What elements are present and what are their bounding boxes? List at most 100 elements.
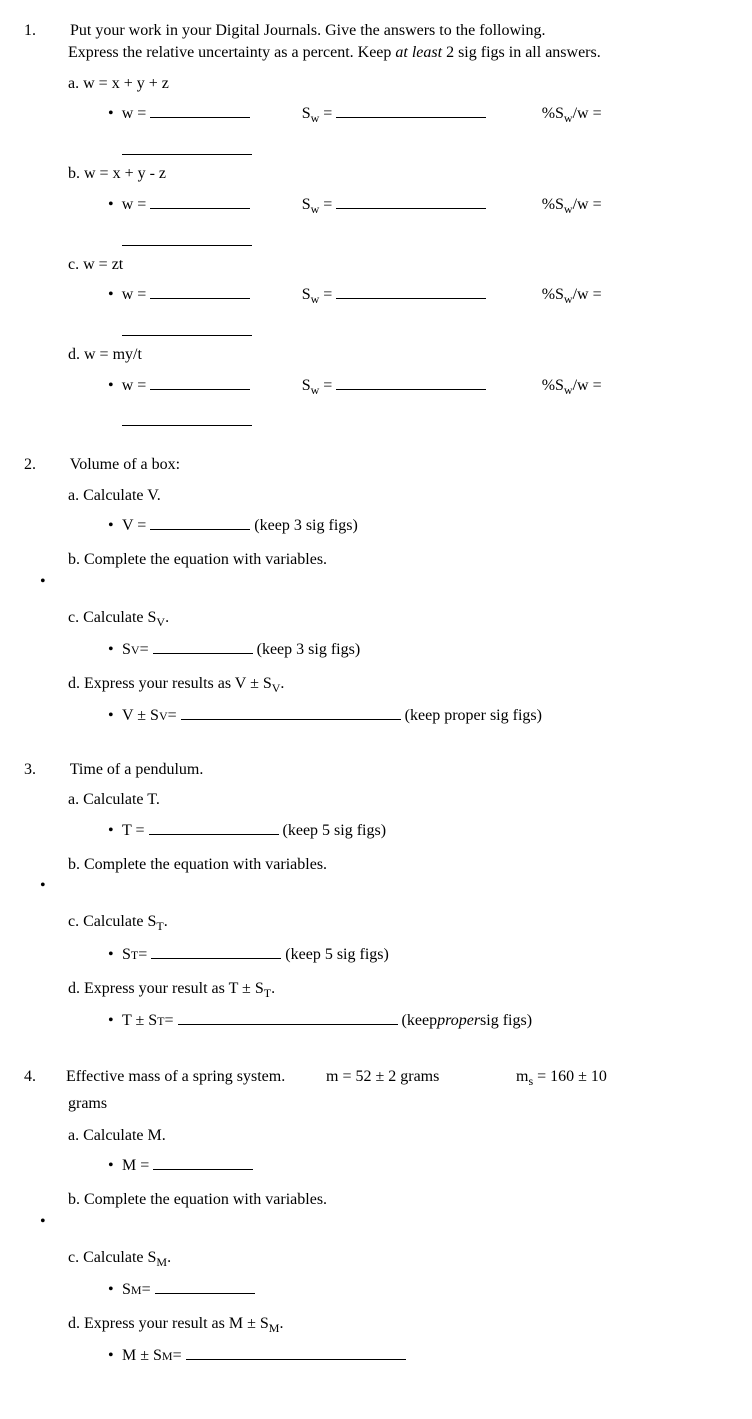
- q4b: b. Complete the equation with variables.: [86, 1187, 712, 1213]
- q1-intro: 1. Put your work in your Digital Journal…: [68, 20, 712, 65]
- pct-sub: w: [564, 202, 573, 216]
- q4-header: 4.Effective mass of a spring system. m =…: [68, 1064, 712, 1117]
- q4d-pre: M ± S: [122, 1342, 162, 1371]
- q3c-bullet: • ST = (keep 5 sig figs): [108, 941, 712, 970]
- q3d-note-pre: (keep: [402, 1007, 438, 1036]
- blank[interactable]: [336, 282, 486, 299]
- q4c-text-post: .: [167, 1249, 171, 1266]
- q2c-text-sub: V: [156, 615, 165, 629]
- q3a: a. Calculate T.: [86, 787, 712, 813]
- blank[interactable]: [150, 101, 250, 118]
- side-bullet: •: [40, 573, 712, 591]
- q1c-letter: c.: [68, 256, 79, 273]
- question-2: 2. Volume of a box: a. Calculate V. • V …: [40, 454, 712, 731]
- bullet-icon: •: [108, 817, 122, 846]
- q2-number: 2.: [46, 454, 66, 476]
- sw-pre: S: [302, 196, 311, 213]
- q4d-text-sub: M: [269, 1321, 280, 1335]
- q2b-letter: b.: [68, 551, 80, 568]
- blank[interactable]: [151, 942, 281, 959]
- q2d-post: =: [168, 702, 177, 731]
- bullet-icon: •: [108, 941, 122, 970]
- q3d-pre: T ± S: [122, 1007, 157, 1036]
- q2a-v: V =: [122, 512, 146, 541]
- q3d-note-post: sig figs): [480, 1007, 532, 1036]
- q4d-sub: M: [162, 1346, 173, 1368]
- q3c-text-post: .: [164, 913, 168, 930]
- blank[interactable]: [186, 1343, 406, 1360]
- blank[interactable]: [178, 1008, 398, 1025]
- pct-post: /w =: [573, 105, 602, 122]
- q2a-text: Calculate V.: [83, 487, 161, 504]
- q3a-text: Calculate T.: [83, 791, 160, 808]
- q4c-pre: S: [122, 1276, 131, 1305]
- blank[interactable]: [150, 192, 250, 209]
- sw-sub: w: [311, 292, 320, 306]
- q3c-note: (keep 5 sig figs): [285, 941, 389, 970]
- q3b-text: Complete the equation with variables.: [84, 856, 327, 873]
- q4d-letter: d.: [68, 1315, 80, 1332]
- q1-intro-line1: Put your work in your Digital Journals. …: [70, 22, 546, 39]
- pct-sub: w: [564, 112, 573, 126]
- q1c-answers: • w = Sw = %Sw/w =: [108, 281, 712, 311]
- side-bullet: •: [40, 877, 712, 895]
- q1c-eq: w = zt: [83, 256, 123, 273]
- q1d: d. w = my/t: [86, 342, 712, 368]
- q1-intro-line2c: 2 sig figs in all answers.: [442, 44, 601, 61]
- q4-given1: m = 52 ± 2 grams: [348, 1064, 538, 1091]
- blank[interactable]: [150, 373, 250, 390]
- blank[interactable]: [336, 192, 486, 209]
- q3d: d. Express your result as T ± ST.: [86, 976, 712, 1003]
- q3d-note-it: proper: [437, 1007, 480, 1036]
- blank[interactable]: [155, 1277, 255, 1294]
- pct-sub: w: [564, 383, 573, 397]
- q3c: c. Calculate ST.: [86, 909, 712, 936]
- pct-post: /w =: [573, 196, 602, 213]
- q3b-letter: b.: [68, 856, 80, 873]
- bullet-icon: •: [108, 100, 122, 129]
- blank[interactable]: [150, 513, 250, 530]
- question-1: 1. Put your work in your Digital Journal…: [40, 20, 712, 426]
- blank[interactable]: [153, 637, 253, 654]
- q1b-letter: b.: [68, 165, 80, 182]
- bullet-icon: •: [108, 636, 122, 665]
- blank[interactable]: [336, 373, 486, 390]
- q1a: a. w = x + y + z: [86, 71, 712, 97]
- q1c-w: w =: [122, 286, 147, 303]
- sw-pre: S: [302, 377, 311, 394]
- blank[interactable]: [122, 319, 252, 336]
- q2c-note: (keep 3 sig figs): [257, 636, 361, 665]
- blank[interactable]: [153, 1153, 253, 1170]
- blank[interactable]: [181, 703, 401, 720]
- q3a-t: T =: [122, 817, 145, 846]
- q1a-w: w =: [122, 105, 147, 122]
- pct-pre: %S: [542, 105, 564, 122]
- bullet-icon: •: [108, 1342, 122, 1371]
- q4a: a. Calculate M.: [86, 1123, 712, 1149]
- bullet-icon: •: [108, 1152, 122, 1181]
- blank[interactable]: [122, 229, 252, 246]
- bullet-icon: •: [108, 372, 122, 401]
- q4d-post: =: [173, 1342, 182, 1371]
- q3a-note: (keep 5 sig figs): [283, 817, 387, 846]
- blank[interactable]: [122, 409, 252, 426]
- q4c-letter: c.: [68, 1249, 79, 1266]
- q2b: b. Complete the equation with variables.: [86, 547, 712, 573]
- blank[interactable]: [149, 818, 279, 835]
- pct-pre: %S: [542, 286, 564, 303]
- q2d-bullet: • V ± SV = (keep proper sig figs): [108, 702, 712, 731]
- q1b-w: w =: [122, 196, 147, 213]
- blank[interactable]: [336, 101, 486, 118]
- blank[interactable]: [122, 138, 252, 155]
- q2d-note: (keep proper sig figs): [405, 702, 542, 731]
- sw-pre: S: [302, 286, 311, 303]
- q2c-bullet: • SV = (keep 3 sig figs): [108, 636, 712, 665]
- q3d-sub: T: [157, 1011, 164, 1033]
- q2c-letter: c.: [68, 609, 79, 626]
- q1-intro-line2b: at least: [395, 44, 442, 61]
- bullet-icon: •: [108, 1276, 122, 1305]
- q2c-sub: V: [131, 640, 140, 662]
- q2d-pre: V ± S: [122, 702, 159, 731]
- blank[interactable]: [150, 282, 250, 299]
- q3d-text-post: .: [271, 980, 275, 997]
